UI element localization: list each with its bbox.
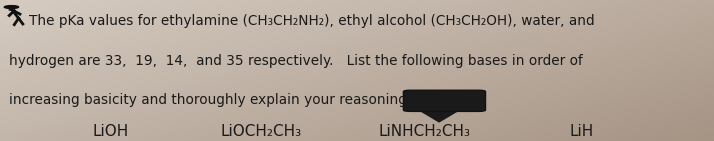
Text: The pKa values for ethylamine (CH₃CH₂NH₂), ethyl alcohol (CH₃CH₂OH), water, and: The pKa values for ethylamine (CH₃CH₂NH₂… (29, 14, 594, 28)
Text: LiH: LiH (570, 124, 594, 139)
Text: increasing basicity and thoroughly explain your reasoning: increasing basicity and thoroughly expla… (9, 93, 406, 107)
Text: LiNHCH₂CH₃: LiNHCH₂CH₃ (379, 124, 471, 139)
Text: ⚡: ⚡ (6, 4, 16, 19)
FancyBboxPatch shape (403, 90, 486, 111)
Polygon shape (418, 110, 461, 123)
Circle shape (4, 6, 19, 8)
Text: :: : (482, 93, 486, 107)
Text: hydrogen are 33,  19,  14,  and 35 respectively.   List the following bases in o: hydrogen are 33, 19, 14, and 35 respecti… (9, 54, 583, 68)
Text: LiOCH₂CH₃: LiOCH₂CH₃ (220, 124, 301, 139)
Text: LiOH: LiOH (93, 124, 129, 139)
